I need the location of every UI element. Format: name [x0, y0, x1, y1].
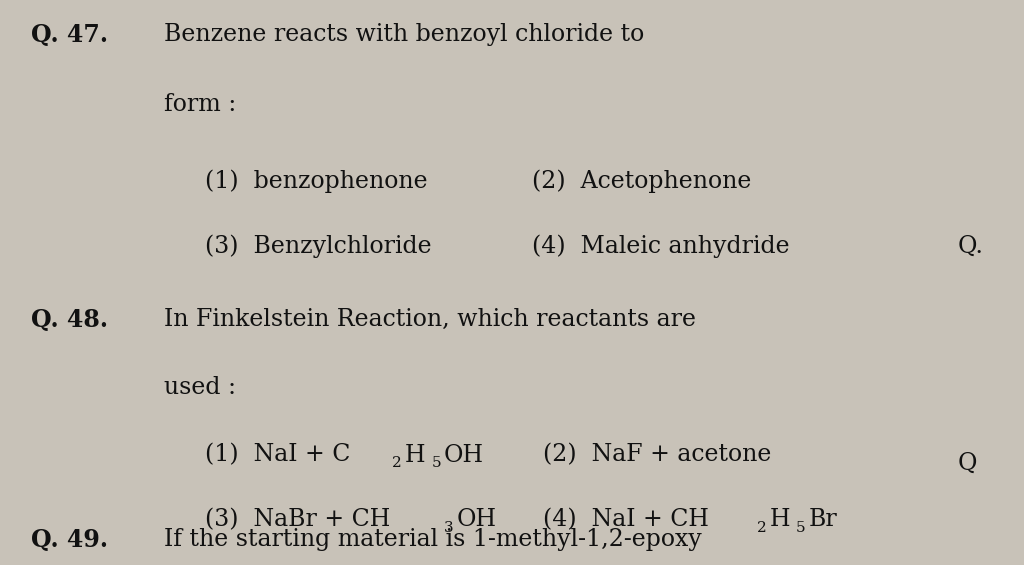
Text: form :: form :: [164, 93, 237, 116]
Text: Q. 49.: Q. 49.: [31, 528, 108, 552]
Text: (4)  Maleic anhydride: (4) Maleic anhydride: [532, 234, 791, 258]
Text: (2)  NaF + acetone: (2) NaF + acetone: [543, 444, 771, 467]
Text: OH: OH: [443, 444, 483, 467]
Text: 2: 2: [392, 456, 402, 470]
Text: 5: 5: [796, 521, 806, 535]
Text: (3)  NaBr + CH: (3) NaBr + CH: [205, 508, 390, 532]
Text: used :: used :: [164, 376, 236, 399]
Text: 3: 3: [443, 521, 454, 535]
Text: 5: 5: [431, 456, 441, 470]
Text: If the starting material is 1-methyl-1,2-epoxy: If the starting material is 1-methyl-1,2…: [164, 528, 701, 551]
Text: OH: OH: [457, 508, 497, 532]
Text: Q. 48.: Q. 48.: [31, 308, 108, 332]
Text: Q. 47.: Q. 47.: [31, 23, 108, 46]
Text: H: H: [769, 508, 790, 532]
Text: H: H: [404, 444, 425, 467]
Text: (3)  Benzylchloride: (3) Benzylchloride: [205, 234, 431, 258]
Text: (4)  NaI + CH: (4) NaI + CH: [543, 508, 709, 532]
Text: 2: 2: [757, 521, 767, 535]
Text: Benzene reacts with benzoyl chloride to: Benzene reacts with benzoyl chloride to: [164, 23, 644, 46]
Text: Q.: Q.: [957, 234, 983, 258]
Text: Q: Q: [957, 452, 977, 475]
Text: (2)  Acetophenone: (2) Acetophenone: [532, 170, 752, 193]
Text: (1)  NaI + C: (1) NaI + C: [205, 444, 350, 467]
Text: (1)  benzophenone: (1) benzophenone: [205, 170, 427, 193]
Text: Br: Br: [808, 508, 837, 532]
Text: In Finkelstein Reaction, which reactants are: In Finkelstein Reaction, which reactants…: [164, 308, 696, 331]
